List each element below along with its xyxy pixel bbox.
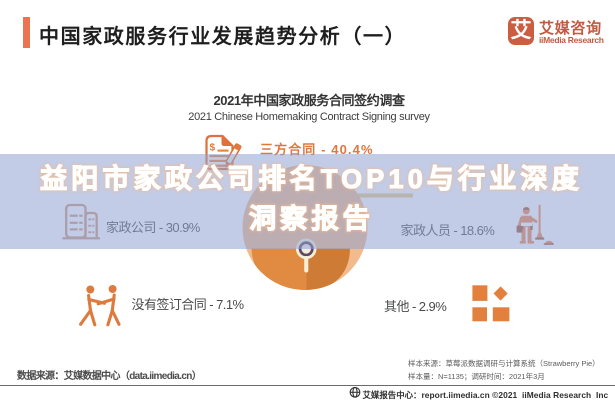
svg-text:$: $ <box>210 143 216 154</box>
